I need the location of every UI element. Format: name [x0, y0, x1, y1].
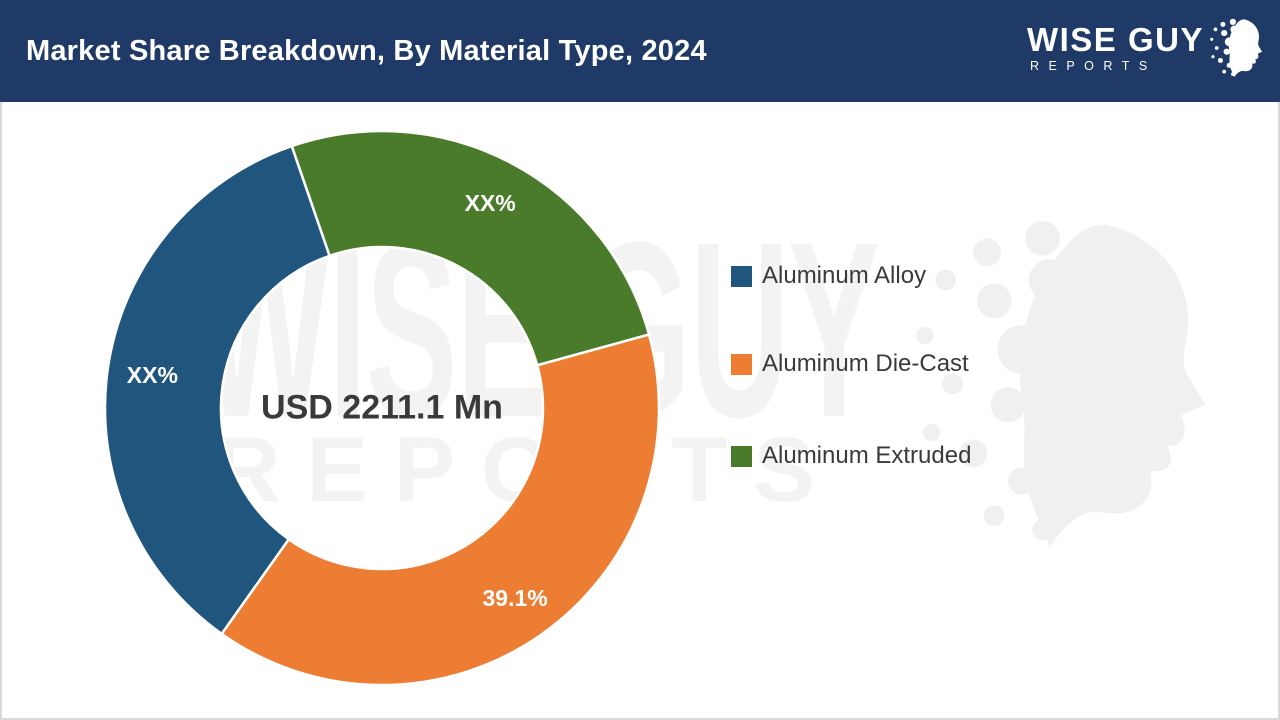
donut-segment-2 [290, 129, 651, 367]
logo-wordmark: WISE GUY [1026, 20, 1204, 58]
legend-label: Aluminum Extruded [762, 442, 972, 469]
chart-area: WISE GUY REPORTS XX% 39.1% XX% USD 2211.1 … [0, 102, 1280, 720]
donut-segment-0 [103, 144, 332, 636]
donut-chart: XX% 39.1% XX% [103, 129, 661, 687]
legend-swatch [731, 265, 752, 287]
donut-center-value: USD 2211.1 Mn [261, 388, 503, 427]
legend-label: Aluminum Die-Cast [762, 350, 969, 377]
segment-label-0: XX% [127, 362, 178, 388]
legend-item-aluminum-alloy: Aluminum Alloy [731, 262, 926, 290]
logo-head-icon [1210, 18, 1263, 78]
legend-item-aluminum-die-cast: Aluminum Die-Cast [731, 350, 969, 378]
page-title: Market Share Breakdown, By Material Type… [26, 34, 707, 67]
legend-swatch [731, 445, 752, 467]
logo-subtext: REPORTS [1029, 59, 1157, 74]
header-bar: Market Share Breakdown, By Material Type… [0, 0, 1280, 102]
segment-label-2: XX% [465, 190, 516, 216]
legend-swatch [731, 353, 752, 375]
segment-label-1: 39.1% [483, 585, 548, 611]
donut-segment-1 [219, 332, 661, 687]
wise-guy-logo: WISE GUY REPORTS [1027, 4, 1264, 92]
legend-label: Aluminum Alloy [762, 262, 927, 289]
legend-item-aluminum-extruded: Aluminum Extruded [731, 442, 971, 470]
